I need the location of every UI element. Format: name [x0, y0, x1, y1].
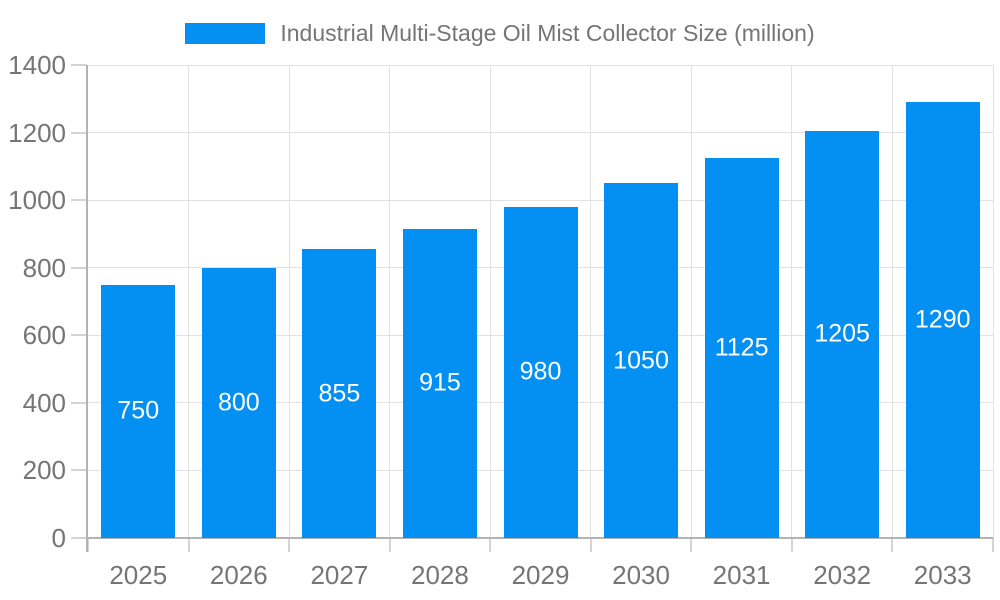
bar [402, 228, 477, 538]
y-tick-label: 1400 [8, 50, 66, 80]
v-gridline [590, 65, 592, 538]
bar [302, 249, 377, 538]
x-tick-label: 2027 [310, 560, 369, 590]
x-tick-label: 2032 [813, 560, 872, 590]
x-tick [87, 538, 89, 552]
bar-value-label: 1290 [914, 305, 971, 334]
x-tick [388, 538, 391, 552]
x-tick-label: 2028 [411, 560, 469, 590]
x-tick-label: 2030 [612, 560, 670, 590]
y-tick [71, 64, 87, 66]
y-tick [71, 401, 87, 404]
bar-value-label: 800 [217, 388, 260, 417]
h-gridline [88, 199, 993, 201]
y-axis-line [86, 65, 88, 552]
x-tick-label: 2026 [209, 560, 268, 590]
bar [905, 102, 980, 538]
v-gridline [389, 65, 391, 538]
x-tick [790, 538, 793, 552]
bar [101, 284, 176, 538]
v-gridline [791, 65, 793, 538]
bar-value-label: 750 [117, 396, 160, 425]
x-tick [690, 538, 693, 552]
y-tick-label: 1200 [8, 117, 66, 148]
y-tick [71, 131, 87, 134]
bar [805, 130, 880, 538]
legend-title: Industrial Multi-Stage Oil Mist Collecto… [280, 20, 815, 46]
bar-value-label: 980 [519, 357, 562, 386]
v-gridline [188, 65, 190, 538]
h-gridline [88, 64, 993, 66]
chart-legend: Industrial Multi-Stage Oil Mist Collecto… [0, 20, 1000, 47]
v-gridline [992, 65, 994, 538]
x-tick [589, 538, 592, 552]
v-gridline [891, 65, 893, 538]
y-tick [71, 334, 87, 337]
x-tick-label: 2029 [511, 560, 570, 590]
y-tick [71, 199, 87, 202]
bar-value-label: 915 [419, 368, 461, 397]
x-tick [489, 538, 492, 552]
bar [604, 183, 679, 538]
bar-value-label: 1205 [814, 319, 870, 348]
y-tick [71, 537, 87, 539]
x-tick-label: 2033 [913, 560, 972, 590]
bar [704, 157, 779, 538]
y-tick-label: 600 [22, 320, 66, 351]
y-tick-label: 1000 [8, 185, 66, 216]
bar [201, 267, 276, 538]
y-tick-label: 0 [51, 523, 66, 553]
x-tick [992, 538, 994, 552]
y-tick-label: 200 [22, 455, 66, 486]
legend-swatch [185, 23, 266, 44]
v-gridline [489, 65, 491, 538]
v-gridline [690, 65, 692, 538]
y-tick-label: 400 [22, 387, 66, 418]
x-tick-label: 2031 [712, 560, 771, 590]
bar [503, 206, 578, 538]
y-tick-label: 800 [22, 252, 66, 283]
x-tick [187, 538, 190, 552]
x-axis-line [86, 537, 993, 539]
bar-value-label: 1125 [714, 333, 769, 362]
x-tick-label: 2025 [109, 560, 168, 590]
v-gridline [288, 65, 290, 538]
y-tick [71, 469, 87, 472]
y-tick [71, 266, 87, 269]
bar-value-label: 855 [318, 379, 361, 408]
h-gridline [88, 132, 993, 134]
x-tick [891, 538, 894, 552]
x-tick [288, 538, 291, 552]
bar-value-label: 1050 [613, 346, 669, 375]
